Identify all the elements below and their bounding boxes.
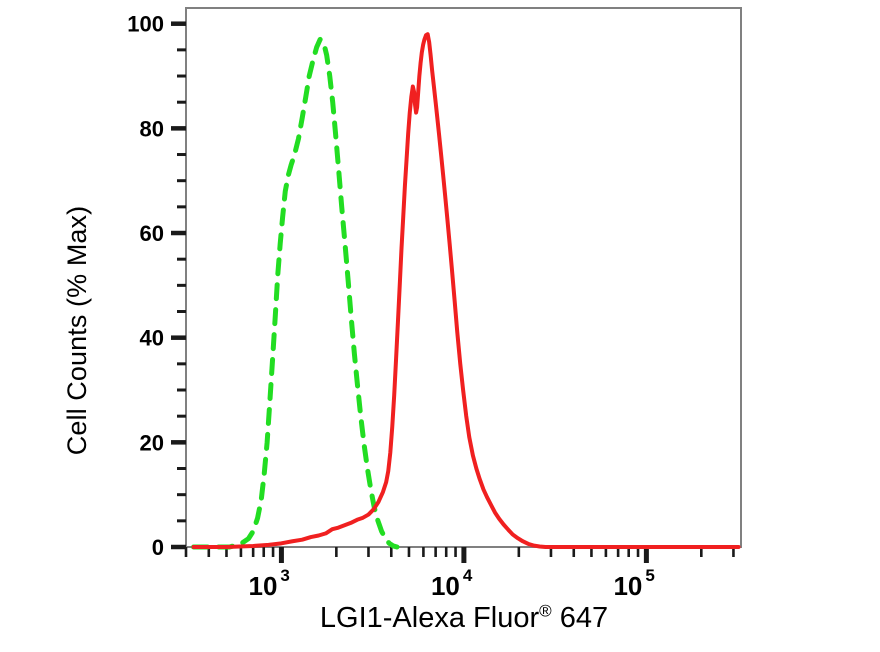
svg-text:3: 3 [280, 566, 289, 585]
plot-frame [185, 7, 742, 548]
y-axis-tick-label: 20 [140, 430, 164, 455]
svg-text:10: 10 [613, 571, 642, 601]
svg-text:10: 10 [248, 571, 277, 601]
svg-text:10: 10 [431, 571, 460, 601]
y-axis-tick-label: 100 [127, 12, 164, 37]
svg-text:5: 5 [645, 566, 654, 585]
y-axis-tick-label: 60 [140, 221, 164, 246]
sample-curve [191, 32, 741, 549]
isotype-control-curve [191, 36, 400, 550]
x-axis-tick-label: 10 3 [248, 566, 289, 601]
x-axis-tick-label: 10 5 [613, 566, 654, 601]
y-axis-tick-label: 0 [152, 535, 164, 560]
y-axis-tick-label: 80 [140, 116, 164, 141]
y-axis-tick-label: 40 [140, 326, 164, 351]
svg-text:4: 4 [463, 566, 473, 585]
x-axis-tick-label: 10 4 [431, 566, 473, 601]
